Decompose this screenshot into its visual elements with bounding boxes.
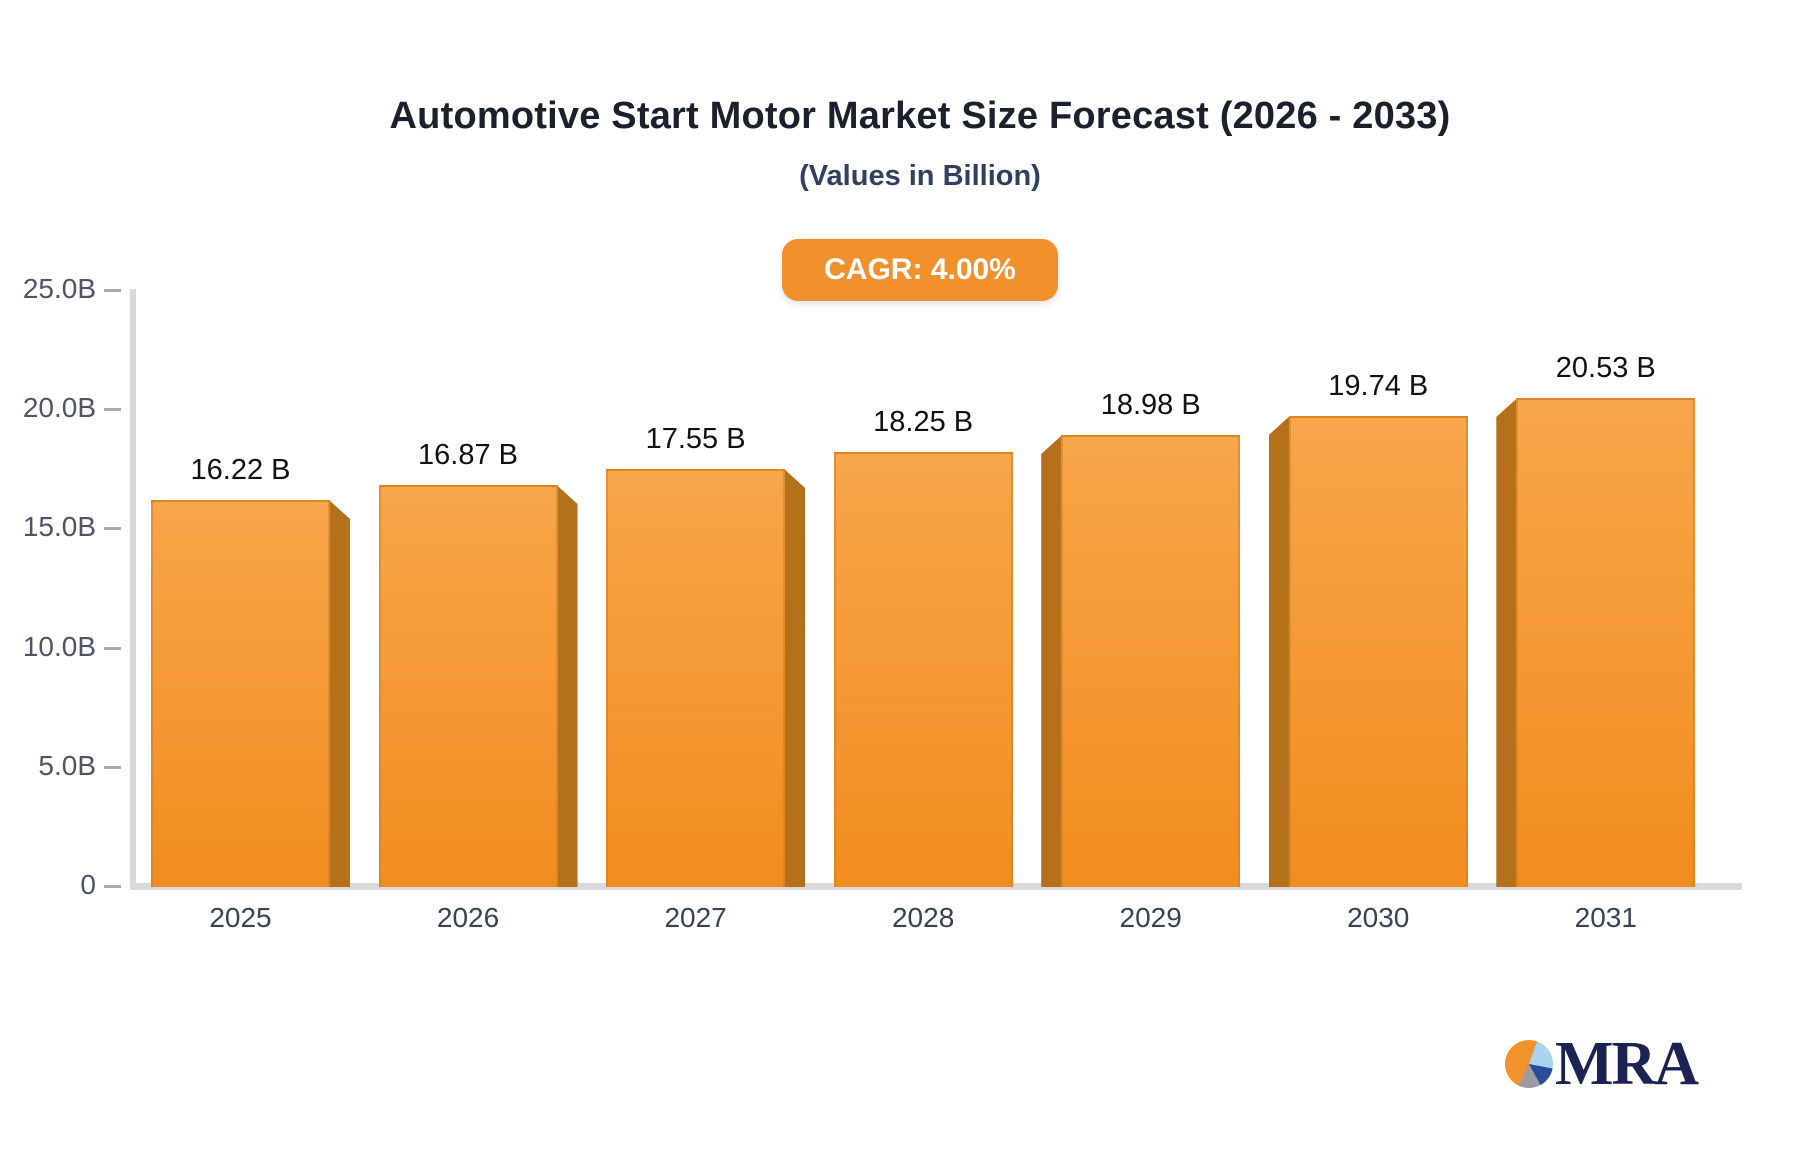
x-axis-label: 2031 bbox=[1574, 902, 1637, 933]
bar-side-2031 bbox=[1496, 398, 1518, 887]
x-axis-label: 2029 bbox=[1119, 902, 1182, 933]
bar-2028[interactable] bbox=[833, 452, 1013, 887]
bar-value-label: 17.55 B bbox=[645, 423, 746, 455]
bar-value-label: 19.74 B bbox=[1328, 370, 1429, 402]
bar-2026[interactable] bbox=[378, 485, 558, 887]
chart-header: Automotive Start Motor Market Size Forec… bbox=[40, 95, 1800, 301]
bar-2029[interactable] bbox=[1061, 435, 1241, 887]
x-axis-label: 2028 bbox=[891, 902, 955, 933]
y-axis-label: 0 bbox=[80, 869, 96, 900]
y-axis-label: 10.0B bbox=[22, 630, 96, 662]
y-axis-label: 5.0B bbox=[38, 749, 96, 781]
y-axis-tick bbox=[104, 885, 121, 888]
y-axis-tick bbox=[104, 765, 121, 769]
y-axis-label: 25.0B bbox=[22, 273, 96, 304]
bar-2025[interactable] bbox=[151, 500, 330, 887]
brand-logo: MRA bbox=[1505, 1030, 1699, 1098]
bar-2027[interactable] bbox=[606, 469, 786, 887]
y-axis-label: 15.0B bbox=[22, 511, 96, 543]
bar-side-2025 bbox=[329, 500, 350, 887]
y-axis-tick bbox=[104, 408, 121, 412]
y-axis-label: 20.0B bbox=[22, 392, 96, 424]
chart-subtitle: (Values in Billion) bbox=[799, 160, 1041, 192]
bar-side-2029 bbox=[1041, 435, 1063, 887]
bar-value-label: 18.98 B bbox=[1100, 389, 1201, 421]
brand-logo-text: MRA bbox=[1555, 1030, 1699, 1098]
x-axis-label: 2030 bbox=[1347, 902, 1410, 933]
bar-value-label: 20.53 B bbox=[1555, 352, 1656, 384]
cagr-badge: CAGR: 4.00% bbox=[782, 239, 1058, 301]
y-axis-tick bbox=[104, 527, 121, 531]
chart-title: Automotive Start Motor Market Size Forec… bbox=[389, 95, 1451, 137]
y-axis-tick bbox=[104, 289, 121, 292]
pie-chart-icon bbox=[1505, 1040, 1553, 1088]
x-axis-label: 2027 bbox=[664, 902, 727, 933]
bar-2030[interactable] bbox=[1288, 416, 1468, 887]
bar-value-label: 18.25 B bbox=[873, 406, 974, 438]
bar-value-label: 16.22 B bbox=[190, 454, 291, 486]
bar-side-2030 bbox=[1268, 416, 1290, 887]
bar-value-label: 16.87 B bbox=[418, 439, 519, 471]
y-axis-line bbox=[130, 289, 136, 888]
y-axis-tick bbox=[104, 646, 121, 650]
x-axis-label: 2025 bbox=[209, 902, 272, 933]
bar-2031[interactable] bbox=[1516, 398, 1696, 887]
x-axis-label: 2026 bbox=[436, 902, 500, 933]
bar-side-2026 bbox=[556, 485, 578, 887]
bar-side-2027 bbox=[784, 469, 806, 887]
